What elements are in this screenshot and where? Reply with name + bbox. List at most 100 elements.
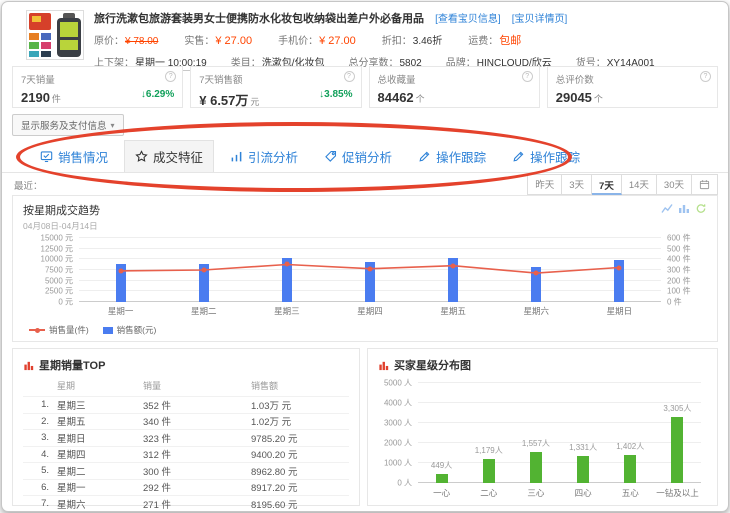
- field-value: 洗漱包/化妆包: [261, 58, 325, 71]
- info-icon[interactable]: [700, 71, 711, 82]
- line-data-point: [118, 268, 124, 274]
- y-axis-tick: 1000 人: [383, 458, 412, 468]
- col-header-count: 销量: [143, 381, 162, 391]
- track-icon: [418, 150, 431, 163]
- tab-operation-tracking-2[interactable]: 操作跟踪: [502, 140, 590, 172]
- gridline: [418, 442, 701, 443]
- star-plot-area: 0 人 1000 人 2000 人 3000 人 4000 人 5000 人 449人 1,1…: [384, 379, 701, 488]
- y-axis-tick-left: 10000 元: [40, 254, 73, 264]
- date-filter-30天[interactable]: 30天: [656, 174, 692, 195]
- day-cell: 星期二: [57, 466, 86, 478]
- stat-card-change: ↓3.85%: [319, 89, 353, 100]
- info-icon[interactable]: [343, 71, 355, 82]
- line-data-point: [284, 261, 290, 267]
- col-header-amount: 销售额: [251, 381, 279, 391]
- y-axis-tick-right: 600 件: [667, 233, 691, 243]
- tab-label: 成交特征: [153, 151, 204, 165]
- star-chart-title: 买家星级分布图: [394, 360, 471, 372]
- date-filter-14天[interactable]: 14天: [621, 174, 657, 195]
- day-cell: 星期六: [57, 499, 86, 511]
- field-label: 货号：: [575, 58, 606, 69]
- refresh-icon: [695, 203, 707, 214]
- info-icon[interactable]: [521, 71, 533, 82]
- tab-deal-features[interactable]: 成交特征: [124, 140, 215, 172]
- stat-card-label: 总评价数: [555, 75, 594, 86]
- rank-cell: 2.: [41, 415, 49, 427]
- field-label: 运费：: [468, 36, 499, 47]
- x-axis-label: 二心: [480, 488, 498, 498]
- field-value: 5802: [399, 58, 422, 69]
- tabs-row: 销售情况 成交特征 引流分析 促销分析 操作跟踪 操作跟踪: [2, 140, 728, 173]
- table-row: 2. 星期五 340 件 1.02万 元: [23, 412, 349, 430]
- star-level-bar: [482, 459, 495, 483]
- day-cell: 星期四: [57, 450, 86, 462]
- stat-card-unit: 元: [250, 97, 260, 107]
- stat-card-unit: 个: [415, 94, 425, 104]
- y-axis-tick-left: 12500 元: [40, 244, 73, 254]
- count-cell: 340 件: [143, 417, 171, 429]
- bar-value-label: 1,179人: [474, 446, 503, 456]
- info-icon[interactable]: [165, 71, 177, 82]
- view-item-info-link[interactable]: [查看宝贝信息]: [435, 14, 501, 25]
- date-filter-7天[interactable]: 7天: [592, 174, 622, 195]
- table-body: 1. 星期三 352 件 1.03万 元 2. 星期五 340 件 1.02万 元 3. 星期日 3…: [23, 396, 349, 511]
- tab-sales-status[interactable]: 销售情况: [30, 140, 118, 172]
- service-payment-toggle-button[interactable]: 显示服务及支付信息 ▾: [12, 114, 124, 136]
- y-axis-tick: 3000 人: [383, 418, 412, 428]
- y-axis-tick-left: 15000 元: [40, 233, 73, 243]
- meta-field: 货号：XY14A001: [576, 54, 655, 69]
- field-label: 品牌：: [445, 58, 476, 69]
- rank-cell: 1.: [41, 399, 49, 411]
- service-toggle-label: 显示服务及支付信息: [21, 121, 107, 132]
- bar-value-label: 449人: [430, 461, 453, 471]
- day-cell: 星期一: [57, 483, 86, 495]
- tab-operation-tracking[interactable]: 操作跟踪: [408, 140, 496, 172]
- x-axis-label: 星期二: [190, 306, 217, 316]
- x-axis-label: 三心: [527, 488, 545, 498]
- rank-cell: 6.: [41, 481, 49, 493]
- calendar-button[interactable]: [692, 174, 718, 195]
- date-filter-昨天[interactable]: 昨天: [527, 174, 563, 195]
- field-value: 3.46折: [412, 36, 443, 47]
- sales-amount-bar: [198, 263, 209, 302]
- promo-icon: [324, 150, 337, 163]
- stat-card-label: 总收藏量: [377, 75, 416, 86]
- caret-down-icon: ▾: [110, 120, 115, 130]
- y-axis-tick-right: 500 件: [667, 244, 691, 254]
- tab-traffic-analysis[interactable]: 引流分析: [220, 140, 308, 172]
- line-data-point: [450, 263, 456, 269]
- traffic-icon: [230, 150, 243, 163]
- product-info: 旅行洗漱包旅游套装男女士便携防水化妆包收纳袋出差户外必备用品 [查看宝贝信息] …: [94, 10, 718, 71]
- product-image: [26, 10, 84, 60]
- rank-cell: 5.: [41, 465, 49, 477]
- stat-card-value: ¥ 6.57万元: [199, 93, 260, 108]
- star-level-bar: [529, 451, 542, 483]
- star-level-bar: [435, 474, 448, 483]
- tab-promo-analysis[interactable]: 促销分析: [314, 140, 402, 172]
- y-axis-tick-right: 0 件: [667, 297, 682, 307]
- price-row: 原价：¥ 78.00 实售：¥ 27.00 手机价：¥ 27.00 折扣：3.46折运…: [94, 32, 718, 48]
- y-axis-tick-right: 400 件: [667, 254, 691, 264]
- line-data-point: [367, 266, 373, 272]
- y-axis-tick: 2000 人: [383, 438, 412, 448]
- star-icon: [135, 150, 148, 163]
- date-filter-3天[interactable]: 3天: [562, 174, 593, 195]
- table-row: 6. 星期一 292 件 8917.20 元: [23, 478, 349, 496]
- field-value: 包邮: [499, 35, 522, 47]
- day-cell: 星期五: [57, 417, 86, 429]
- line-data-point: [201, 267, 207, 273]
- recent-label: 最近：: [14, 181, 43, 192]
- amount-cell: 1.03万 元: [251, 400, 292, 412]
- bottom-panels: 星期销量TOP 星期 销量 销售额 1. 星期三 352 件 1.03万 元 2. 星期五 34…: [12, 348, 718, 511]
- amount-cell: 8195.60 元: [251, 499, 298, 511]
- sales-amount-bar: [281, 258, 292, 302]
- star-level-bar: [671, 416, 684, 483]
- sales-amount-bar: [115, 263, 126, 302]
- count-cell: 323 件: [143, 433, 171, 445]
- item-detail-page-link[interactable]: [宝贝详情页]: [511, 14, 568, 25]
- field-label: 上下架：: [94, 58, 134, 69]
- amount-cell: 9785.20 元: [251, 433, 298, 445]
